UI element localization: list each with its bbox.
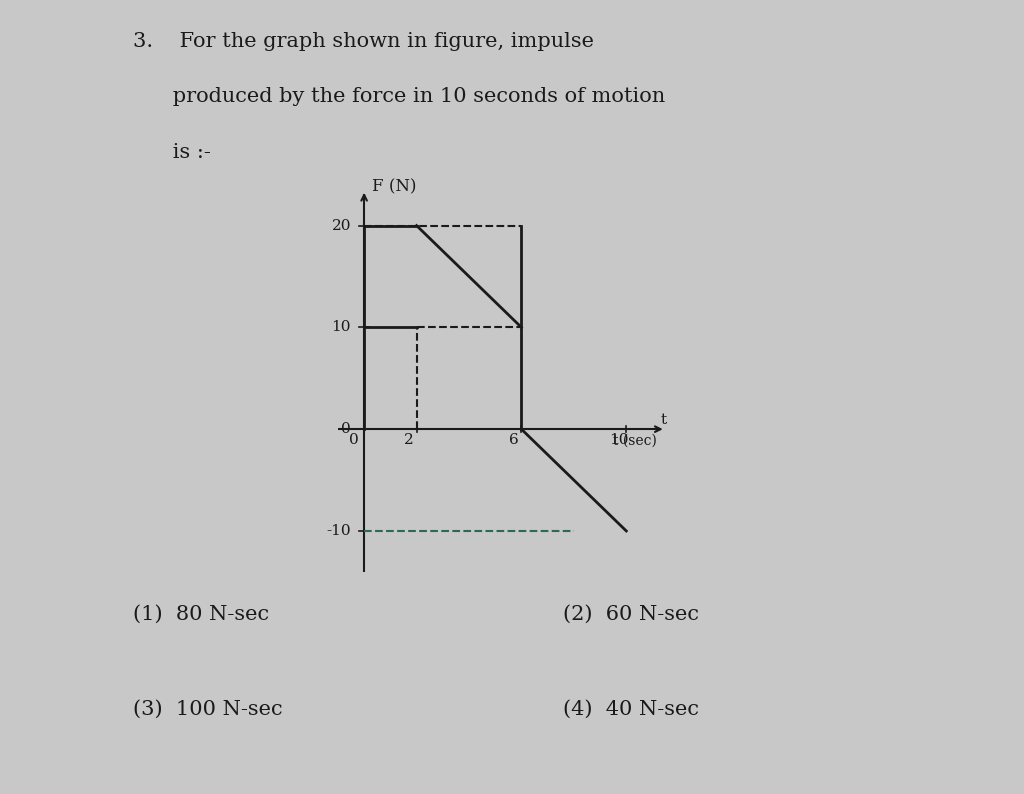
Text: 2: 2	[403, 434, 414, 448]
Text: (3)  100 N-sec: (3) 100 N-sec	[133, 700, 283, 719]
Text: (4)  40 N-sec: (4) 40 N-sec	[563, 700, 699, 719]
Text: is :-: is :-	[133, 143, 211, 162]
Text: 0: 0	[341, 422, 351, 436]
Text: F (N): F (N)	[372, 178, 417, 195]
Text: t (sec): t (sec)	[613, 434, 657, 448]
Text: 3.    For the graph shown in figure, impulse: 3. For the graph shown in figure, impuls…	[133, 32, 594, 51]
Text: (2)  60 N-sec: (2) 60 N-sec	[563, 604, 699, 623]
Text: 20: 20	[332, 218, 351, 233]
Text: 0: 0	[349, 434, 358, 448]
Text: -10: -10	[327, 524, 351, 538]
Text: 10: 10	[332, 320, 351, 334]
Text: (1)  80 N-sec: (1) 80 N-sec	[133, 604, 269, 623]
Text: 10: 10	[608, 434, 628, 448]
Text: t: t	[660, 413, 667, 427]
Text: 6: 6	[509, 434, 518, 448]
Text: produced by the force in 10 seconds of motion: produced by the force in 10 seconds of m…	[133, 87, 666, 106]
